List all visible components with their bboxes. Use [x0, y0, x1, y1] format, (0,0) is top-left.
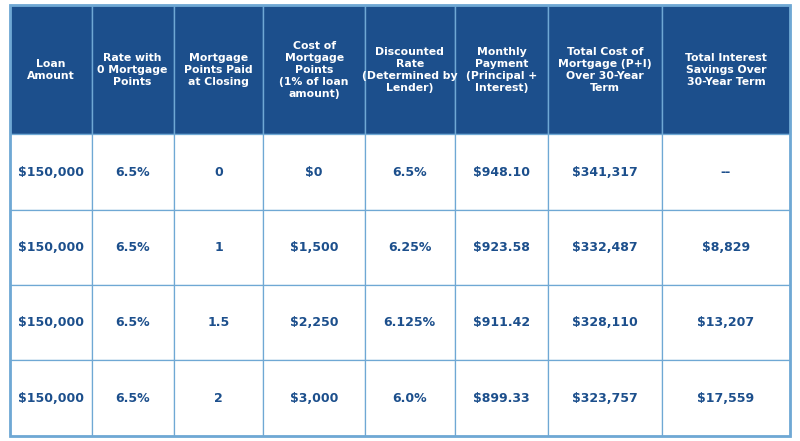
Bar	[454, 5, 548, 135]
Text: 6.5%: 6.5%	[393, 165, 427, 179]
Text: $3,000: $3,000	[290, 392, 338, 404]
Text: Total Cost of
Mortgage (P+I)
Over 30-Year
Term: Total Cost of Mortgage (P+I) Over 30-Yea…	[558, 47, 652, 93]
Text: Total Interest
Savings Over
30-Year Term: Total Interest Savings Over 30-Year Term	[685, 53, 767, 87]
Bar	[91, 5, 174, 135]
Bar	[174, 285, 263, 360]
Bar	[662, 360, 790, 436]
Text: 1.5: 1.5	[207, 316, 230, 329]
Bar	[91, 360, 174, 436]
Text: $8,829: $8,829	[702, 241, 750, 254]
Bar	[263, 360, 365, 436]
Bar	[662, 210, 790, 285]
Text: $0: $0	[306, 165, 323, 179]
Bar	[662, 135, 790, 210]
Text: $948.10: $948.10	[473, 165, 530, 179]
Text: Loan
Amount: Loan Amount	[26, 59, 74, 81]
Text: $341,317: $341,317	[572, 165, 638, 179]
Text: 6.0%: 6.0%	[393, 392, 427, 404]
Bar	[365, 5, 454, 135]
Text: $150,000: $150,000	[18, 316, 83, 329]
Bar	[548, 360, 662, 436]
Bar	[548, 5, 662, 135]
Text: 6.25%: 6.25%	[388, 241, 431, 254]
Bar	[662, 5, 790, 135]
Text: Monthly
Payment
(Principal +
Interest): Monthly Payment (Principal + Interest)	[466, 47, 537, 93]
Text: --: --	[721, 165, 731, 179]
Bar	[91, 210, 174, 285]
Text: $150,000: $150,000	[18, 392, 83, 404]
Bar	[365, 285, 454, 360]
Bar	[454, 360, 548, 436]
Text: 1: 1	[214, 241, 223, 254]
Bar	[263, 285, 365, 360]
Text: $150,000: $150,000	[18, 241, 83, 254]
Text: $899.33: $899.33	[473, 392, 530, 404]
Bar	[174, 360, 263, 436]
Text: 6.5%: 6.5%	[115, 316, 150, 329]
Bar	[365, 135, 454, 210]
Text: Discounted
Rate
(Determined by
Lender): Discounted Rate (Determined by Lender)	[362, 47, 458, 93]
Text: $911.42: $911.42	[473, 316, 530, 329]
Bar	[10, 5, 91, 135]
Bar	[454, 285, 548, 360]
Text: 6.5%: 6.5%	[115, 241, 150, 254]
Text: $1,500: $1,500	[290, 241, 338, 254]
Bar	[174, 135, 263, 210]
Text: $323,757: $323,757	[572, 392, 638, 404]
Bar	[365, 210, 454, 285]
Bar	[91, 285, 174, 360]
Text: 6.125%: 6.125%	[384, 316, 436, 329]
Bar	[365, 360, 454, 436]
Bar	[263, 5, 365, 135]
Text: Rate with
0 Mortgage
Points: Rate with 0 Mortgage Points	[98, 53, 168, 87]
Bar	[10, 210, 91, 285]
Text: 0: 0	[214, 165, 223, 179]
Text: $332,487: $332,487	[572, 241, 638, 254]
Bar	[10, 285, 91, 360]
Bar	[10, 135, 91, 210]
Bar	[548, 210, 662, 285]
Bar	[263, 210, 365, 285]
Text: 6.5%: 6.5%	[115, 165, 150, 179]
Bar	[548, 135, 662, 210]
Bar	[662, 285, 790, 360]
Text: $150,000: $150,000	[18, 165, 83, 179]
Bar	[174, 210, 263, 285]
Text: $17,559: $17,559	[698, 392, 754, 404]
Text: 2: 2	[214, 392, 223, 404]
Bar	[174, 5, 263, 135]
Text: $328,110: $328,110	[572, 316, 638, 329]
Text: Mortgage
Points Paid
at Closing: Mortgage Points Paid at Closing	[184, 53, 253, 87]
Bar	[263, 135, 365, 210]
Text: $2,250: $2,250	[290, 316, 338, 329]
Text: $923.58: $923.58	[473, 241, 530, 254]
Bar	[548, 285, 662, 360]
Text: Cost of
Mortgage
Points
(1% of loan
amount): Cost of Mortgage Points (1% of loan amou…	[279, 41, 349, 99]
Bar	[454, 135, 548, 210]
Bar	[454, 210, 548, 285]
Text: $13,207: $13,207	[698, 316, 754, 329]
Bar	[10, 360, 91, 436]
Bar	[91, 135, 174, 210]
Text: 6.5%: 6.5%	[115, 392, 150, 404]
